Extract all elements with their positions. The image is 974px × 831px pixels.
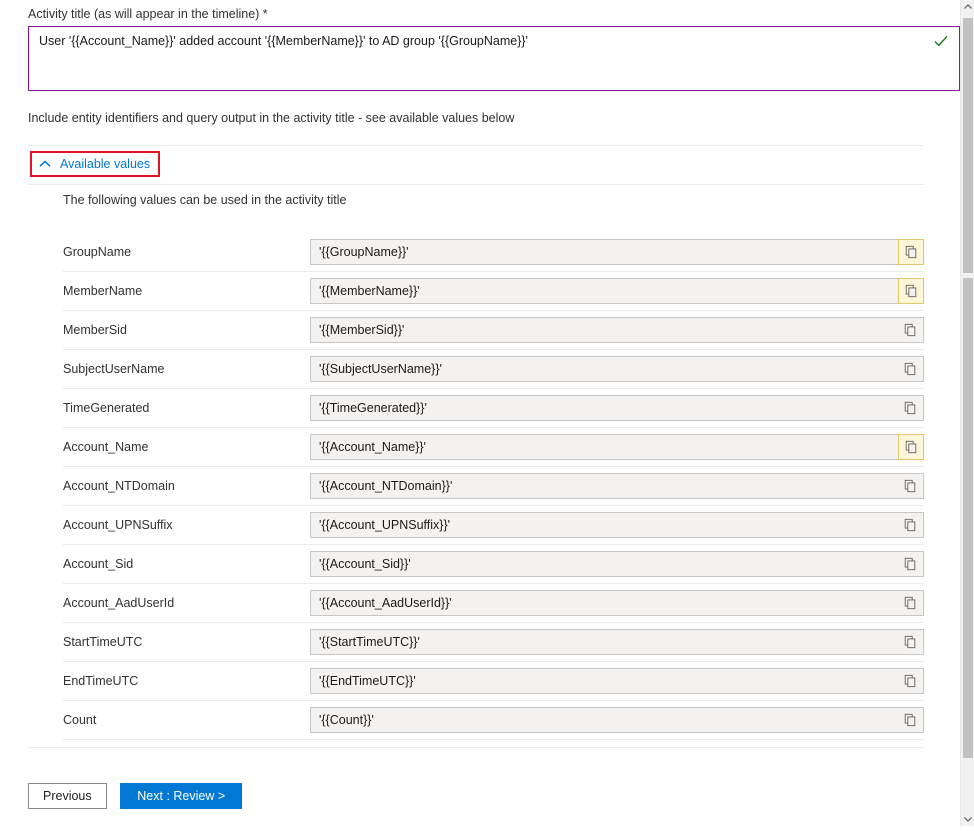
copy-icon[interactable]: [898, 278, 924, 304]
table-row: TimeGenerated '{{TimeGenerated}}': [63, 389, 924, 428]
table-row: MemberName '{{MemberName}}': [63, 272, 924, 311]
value-field[interactable]: '{{TimeGenerated}}': [310, 395, 924, 421]
activity-title-pane: Activity title (as will appear in the ti…: [28, 7, 960, 809]
copy-icon[interactable]: [897, 513, 923, 537]
value-field[interactable]: '{{MemberSid}}': [310, 317, 924, 343]
activity-title-value: User '{{Account_Name}}' added account '{…: [39, 34, 528, 48]
activity-title-label: Activity title (as will appear in the ti…: [28, 7, 268, 21]
value-name: Account_NTDomain: [63, 479, 175, 493]
copy-icon[interactable]: [897, 396, 923, 420]
value-text: '{{Account_NTDomain}}': [319, 479, 453, 493]
table-row: SubjectUserName '{{SubjectUserName}}': [63, 350, 924, 389]
table-row: Account_NTDomain '{{Account_NTDomain}}': [63, 467, 924, 506]
value-name: Count: [63, 713, 97, 727]
value-field[interactable]: '{{Account_UPNSuffix}}': [310, 512, 924, 538]
table-row: Account_UPNSuffix '{{Account_UPNSuffix}}': [63, 506, 924, 545]
divider-top: [28, 145, 924, 146]
available-values-label: Available values: [60, 157, 151, 171]
value-text: '{{GroupName}}': [319, 245, 409, 259]
previous-button[interactable]: Previous: [28, 783, 107, 809]
value-text: '{{Account_UPNSuffix}}': [319, 518, 451, 532]
copy-icon[interactable]: [898, 434, 924, 460]
value-field[interactable]: '{{EndTimeUTC}}': [310, 668, 924, 694]
value-field[interactable]: '{{Count}}': [310, 707, 924, 733]
scrollbar-thumb-outer[interactable]: [963, 18, 973, 273]
copy-icon[interactable]: [897, 708, 923, 732]
value-name: Account_AadUserId: [63, 596, 175, 610]
value-field[interactable]: '{{SubjectUserName}}': [310, 356, 924, 382]
copy-icon[interactable]: [897, 630, 923, 654]
activity-title-input[interactable]: User '{{Account_Name}}' added account '{…: [28, 26, 960, 91]
table-row: Count '{{Count}}': [63, 701, 924, 740]
copy-icon[interactable]: [898, 239, 924, 265]
scroll-down-arrow[interactable]: [961, 812, 974, 826]
vertical-scrollbar[interactable]: [960, 0, 974, 826]
value-field[interactable]: '{{Account_Name}}': [310, 434, 924, 460]
value-text: '{{MemberSid}}': [319, 323, 405, 337]
copy-icon[interactable]: [897, 318, 923, 342]
value-text: '{{Account_AadUserId}}': [319, 596, 452, 610]
value-text: '{{TimeGenerated}}': [319, 401, 427, 415]
table-row: EndTimeUTC '{{EndTimeUTC}}': [63, 662, 924, 701]
value-name: Account_Sid: [63, 557, 134, 571]
value-name: MemberName: [63, 284, 143, 298]
available-values-hint: The following values can be used in the …: [63, 193, 347, 207]
chevron-up-icon: [38, 157, 52, 171]
available-values-list: GroupName '{{GroupName}}' MemberName '{{Mem…: [63, 233, 924, 740]
value-name: Account_Name: [63, 440, 149, 454]
divider-footer: [28, 747, 924, 748]
value-name: TimeGenerated: [63, 401, 150, 415]
value-text: '{{Count}}': [319, 713, 374, 727]
activity-title-hint: Include entity identifiers and query out…: [28, 111, 515, 125]
table-row: Account_AadUserId '{{Account_AadUserId}}': [63, 584, 924, 623]
value-name: SubjectUserName: [63, 362, 165, 376]
value-text: '{{Account_Sid}}': [319, 557, 411, 571]
value-field[interactable]: '{{Account_AadUserId}}': [310, 590, 924, 616]
copy-icon[interactable]: [897, 474, 923, 498]
next-review-button[interactable]: Next : Review >: [120, 783, 243, 809]
value-text: '{{StartTimeUTC}}': [319, 635, 420, 649]
value-name: StartTimeUTC: [63, 635, 143, 649]
value-field[interactable]: '{{MemberName}}': [310, 278, 924, 304]
divider-under-expander: [28, 184, 924, 185]
copy-icon[interactable]: [897, 552, 923, 576]
value-text: '{{SubjectUserName}}': [319, 362, 442, 376]
value-name: GroupName: [63, 245, 132, 259]
table-row: Account_Sid '{{Account_Sid}}': [63, 545, 924, 584]
copy-icon[interactable]: [897, 591, 923, 615]
value-name: MemberSid: [63, 323, 127, 337]
copy-icon[interactable]: [897, 357, 923, 381]
value-field[interactable]: '{{Account_Sid}}': [310, 551, 924, 577]
scroll-up-arrow[interactable]: [961, 0, 974, 14]
wizard-footer: Previous Next : Review >: [28, 783, 243, 809]
value-text: '{{EndTimeUTC}}': [319, 674, 416, 688]
value-name: Account_UPNSuffix: [63, 518, 173, 532]
table-row: MemberSid '{{MemberSid}}': [63, 311, 924, 350]
copy-icon[interactable]: [897, 669, 923, 693]
table-row: StartTimeUTC '{{StartTimeUTC}}': [63, 623, 924, 662]
table-row: GroupName '{{GroupName}}': [63, 233, 924, 272]
checkmark-icon: [933, 33, 949, 49]
value-field[interactable]: '{{Account_NTDomain}}': [310, 473, 924, 499]
value-text: '{{MemberName}}': [319, 284, 420, 298]
available-values-expander[interactable]: Available values: [30, 151, 161, 177]
table-row: Account_Name '{{Account_Name}}': [63, 428, 924, 467]
value-text: '{{Account_Name}}': [319, 440, 426, 454]
value-field[interactable]: '{{StartTimeUTC}}': [310, 629, 924, 655]
value-field[interactable]: '{{GroupName}}': [310, 239, 924, 265]
value-name: EndTimeUTC: [63, 674, 139, 688]
scrollbar-thumb-inner[interactable]: [963, 278, 973, 758]
